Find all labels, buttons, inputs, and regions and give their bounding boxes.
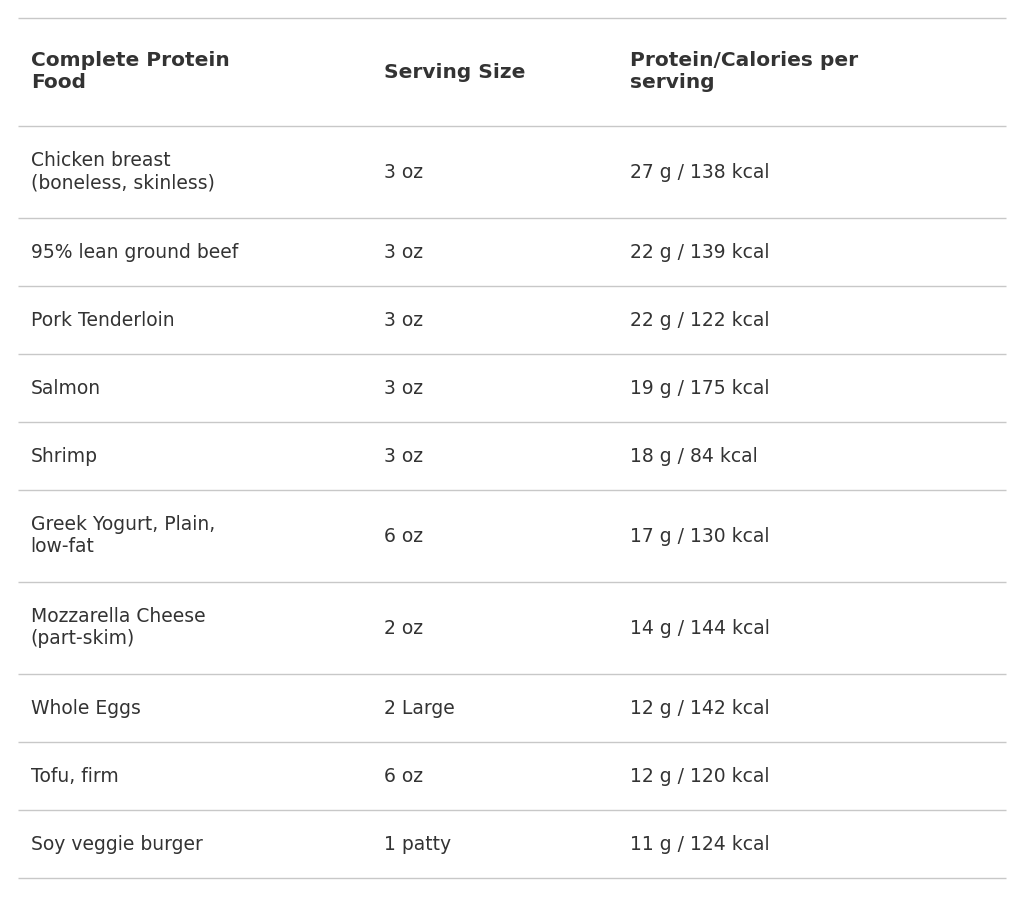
- Text: 6 oz: 6 oz: [384, 526, 423, 545]
- Text: 3 oz: 3 oz: [384, 242, 423, 261]
- Text: Whole Eggs: Whole Eggs: [31, 698, 140, 717]
- Text: 3 oz: 3 oz: [384, 378, 423, 397]
- Text: Serving Size: Serving Size: [384, 62, 525, 81]
- Text: Complete Protein
Food: Complete Protein Food: [31, 51, 229, 93]
- Text: 95% lean ground beef: 95% lean ground beef: [31, 242, 238, 261]
- Text: Tofu, firm: Tofu, firm: [31, 767, 119, 786]
- Text: 12 g / 142 kcal: 12 g / 142 kcal: [630, 698, 769, 717]
- Text: 17 g / 130 kcal: 17 g / 130 kcal: [630, 526, 769, 545]
- Text: 3 oz: 3 oz: [384, 311, 423, 330]
- Text: 11 g / 124 kcal: 11 g / 124 kcal: [630, 834, 769, 853]
- Text: Chicken breast
(boneless, skinless): Chicken breast (boneless, skinless): [31, 151, 215, 193]
- Text: 3 oz: 3 oz: [384, 162, 423, 181]
- Text: 6 oz: 6 oz: [384, 767, 423, 786]
- Text: 22 g / 122 kcal: 22 g / 122 kcal: [630, 311, 769, 330]
- Text: 12 g / 120 kcal: 12 g / 120 kcal: [630, 767, 769, 786]
- Text: Greek Yogurt, Plain,
low-fat: Greek Yogurt, Plain, low-fat: [31, 515, 215, 557]
- Text: Shrimp: Shrimp: [31, 447, 97, 466]
- Text: 14 g / 144 kcal: 14 g / 144 kcal: [630, 618, 770, 638]
- Text: 18 g / 84 kcal: 18 g / 84 kcal: [630, 447, 758, 466]
- Text: 19 g / 175 kcal: 19 g / 175 kcal: [630, 378, 769, 397]
- Text: 2 oz: 2 oz: [384, 618, 423, 638]
- Text: Soy veggie burger: Soy veggie burger: [31, 834, 203, 853]
- Text: 3 oz: 3 oz: [384, 447, 423, 466]
- Text: Protein/Calories per
serving: Protein/Calories per serving: [630, 51, 858, 93]
- Text: Salmon: Salmon: [31, 378, 100, 397]
- Text: Pork Tenderloin: Pork Tenderloin: [31, 311, 174, 330]
- Text: 2 Large: 2 Large: [384, 698, 455, 717]
- Text: 27 g / 138 kcal: 27 g / 138 kcal: [630, 162, 769, 181]
- Text: 1 patty: 1 patty: [384, 834, 452, 853]
- Text: Mozzarella Cheese
(part-skim): Mozzarella Cheese (part-skim): [31, 607, 206, 649]
- Text: 22 g / 139 kcal: 22 g / 139 kcal: [630, 242, 769, 261]
